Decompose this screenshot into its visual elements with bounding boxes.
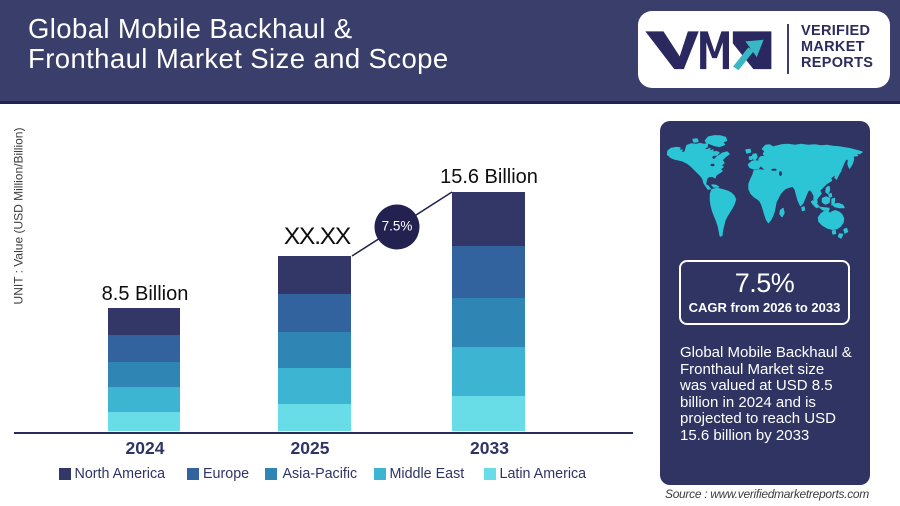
svg-text:7.5%: 7.5% (382, 219, 413, 234)
